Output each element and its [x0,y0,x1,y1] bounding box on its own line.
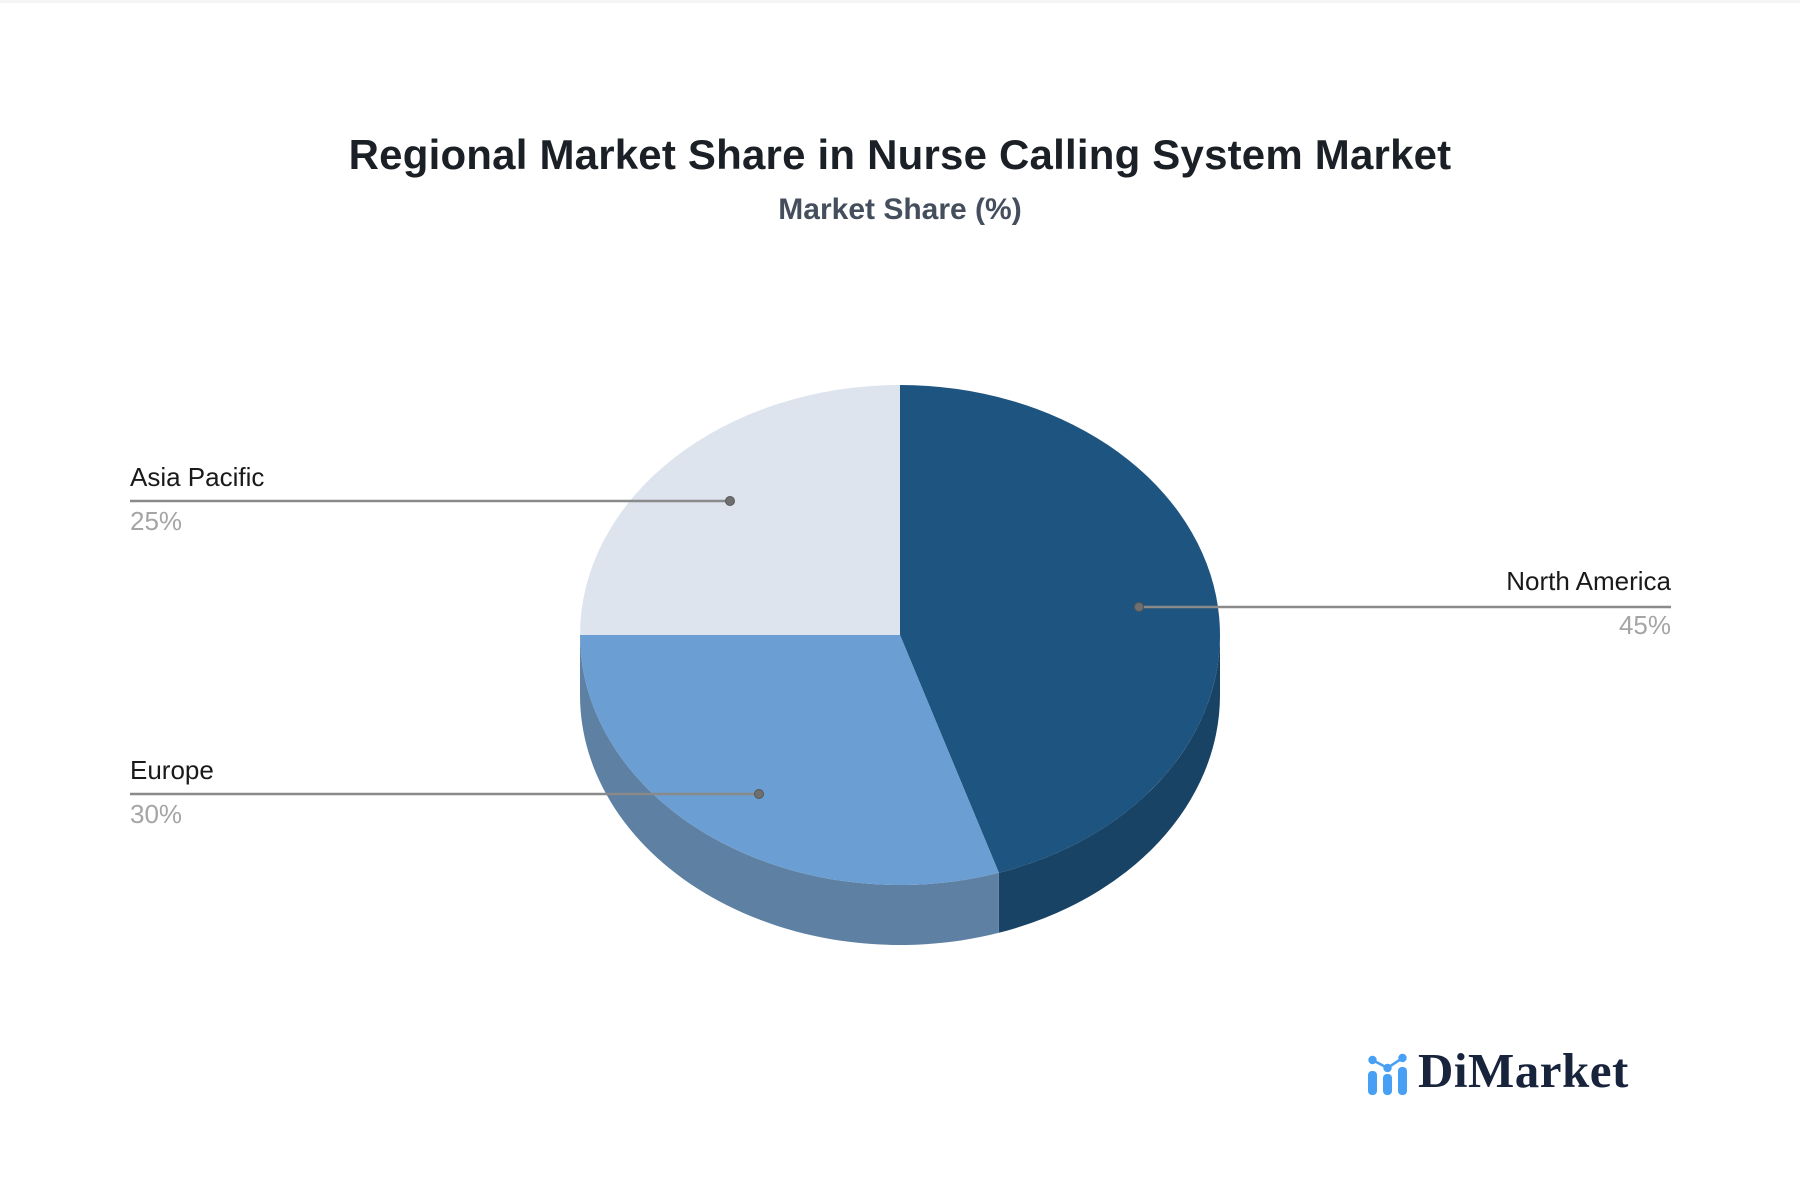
leader-dot-asia-pacific [725,496,735,506]
pie-slice-side-europe [580,635,999,945]
leader-dot-north-america [1134,602,1144,612]
logo-text: DiMarket [1418,1043,1629,1099]
leader-dot-europe [754,789,764,799]
pie-chart [130,385,1671,945]
slice-label-north-america: North America [1506,566,1671,596]
mini-bar-chart-icon [1368,1053,1407,1095]
chart-title: Regional Market Share in Nurse Calling S… [348,131,1452,178]
pie-slice-north-america[interactable] [900,385,1221,873]
slice-value-asia-pacific: 25% [130,506,183,536]
slice-label-europe: Europe [130,755,214,785]
dimarket-logo: DiMarket [1366,1039,1629,1097]
pie-slice-asia-pacific[interactable] [580,385,900,635]
slice-value-europe: 30% [130,799,183,829]
slice-label-asia-pacific: Asia Pacific [130,462,265,492]
pie-slice-side-north-america [998,635,1220,933]
chart-subtitle: Market Share (%) [778,193,1022,226]
pie-slice-europe[interactable] [580,635,999,886]
slice-value-north-america: 45% [1618,610,1671,640]
